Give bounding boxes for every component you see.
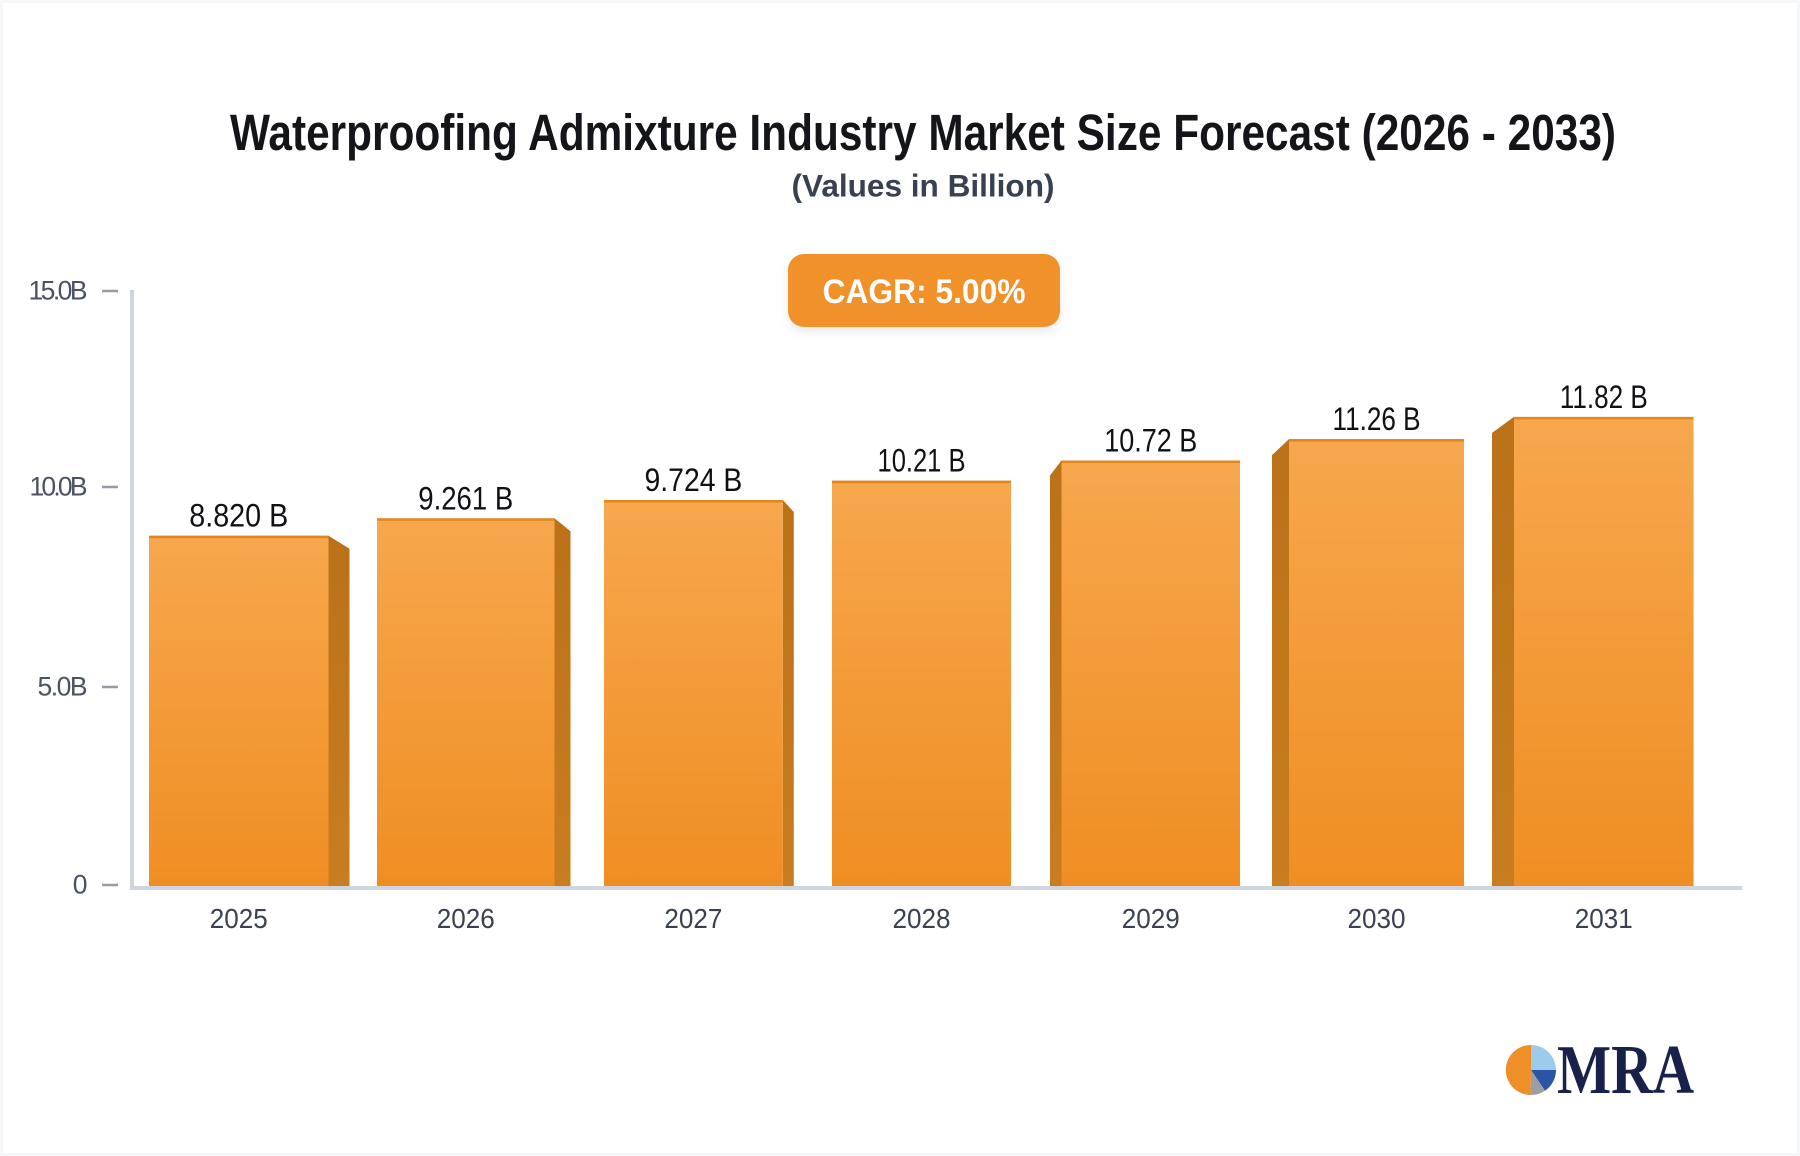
svg-text:8.820 B: 8.820 B xyxy=(189,498,288,534)
svg-text:2026: 2026 xyxy=(437,903,495,934)
svg-text:MRA: MRA xyxy=(1557,1031,1694,1109)
svg-text:2028: 2028 xyxy=(893,903,951,934)
svg-text:2025: 2025 xyxy=(210,903,268,934)
svg-text:11.82 B: 11.82 B xyxy=(1560,379,1648,415)
svg-text:10.0B: 10.0B xyxy=(30,472,88,502)
svg-text:5.0B: 5.0B xyxy=(38,672,88,702)
svg-text:0: 0 xyxy=(73,870,88,900)
svg-text:2029: 2029 xyxy=(1122,903,1180,934)
svg-text:15.0B: 15.0B xyxy=(29,276,88,306)
svg-text:Waterproofing Admixture Indust: Waterproofing Admixture Industry Market … xyxy=(230,104,1616,161)
svg-text:9.724 B: 9.724 B xyxy=(645,462,743,498)
svg-text:10.72 B: 10.72 B xyxy=(1104,423,1197,459)
svg-text:CAGR: 5.00%: CAGR: 5.00% xyxy=(823,273,1026,311)
svg-text:11.26 B: 11.26 B xyxy=(1333,401,1421,437)
svg-text:(Values in Billion): (Values in Billion) xyxy=(792,168,1055,204)
svg-text:10.21 B: 10.21 B xyxy=(878,443,966,479)
svg-text:2030: 2030 xyxy=(1348,903,1406,934)
svg-text:2031: 2031 xyxy=(1575,903,1633,934)
svg-text:2027: 2027 xyxy=(664,903,722,934)
svg-text:9.261 B: 9.261 B xyxy=(418,480,513,516)
